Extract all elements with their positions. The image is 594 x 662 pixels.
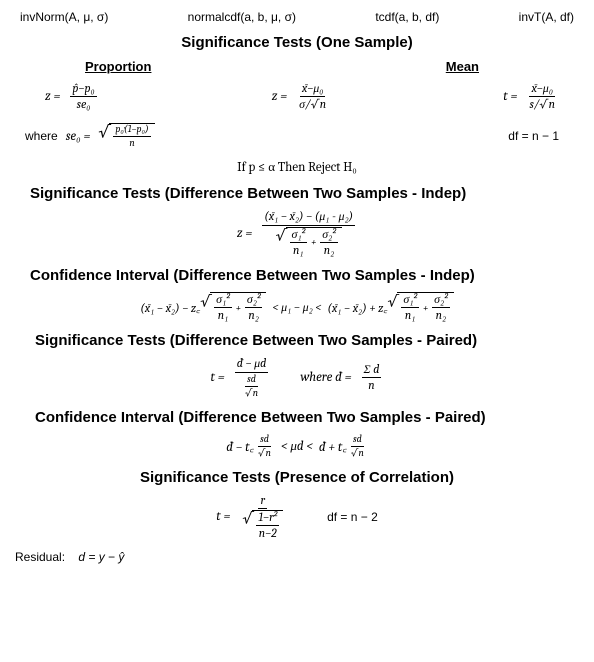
residual-label: Residual: — [15, 550, 65, 564]
cip-fd1: √n — [256, 447, 273, 459]
residual-line: Residual: d = y − ŷ — [15, 550, 579, 564]
ci-indep-right: (x̄₁ − x̄₂) + z꜀ — [327, 299, 387, 316]
cip-fd2: √n — [349, 447, 366, 459]
tmean-num: x̄−μ₀ — [529, 82, 555, 97]
diff-indep-formula: z = (x̄₁ − x̄₂) − (μ₁ - μ₂) σ₁²n₁ + σ₂²n… — [15, 210, 579, 257]
dindep-t1d: n₁ — [291, 243, 306, 257]
diffindep-num: (x̄₁ − x̄₂) − (μ₁ - μ₂) — [262, 210, 355, 225]
zprop-num: p̂−p₀ — [70, 82, 96, 97]
cii-t1n2: σ₁² — [401, 293, 419, 308]
diff-paired-formula: t = d̄ − μd sd√n where d̄ = Σ dn — [15, 357, 579, 398]
cip-fn1: sd — [258, 434, 271, 447]
func-invnorm: invNorm(A, μ, σ) — [20, 10, 108, 24]
cii-t2d: n₂ — [246, 308, 261, 322]
section-title-diff-indep: Significance Tests (Difference Between T… — [30, 185, 579, 202]
diffindep-lhs: z = — [237, 226, 252, 241]
corr-num: r — [258, 494, 267, 509]
t-mean-formula: t = x̄−μ₀s/√n — [503, 82, 559, 111]
ci-indep-left: (x̄₁ − x̄₂) − z꜀ — [140, 299, 200, 316]
zprop-lhs: z = — [45, 89, 60, 104]
tmean-lhs: t = — [503, 89, 517, 104]
correlation-formula: t = r 1−r²n−2 df = n − 2 — [15, 494, 579, 541]
dpaired-dden: √n — [243, 387, 260, 399]
se0-den: n — [127, 137, 136, 149]
ci-indep-formula: (x̄₁ − x̄₂) − z꜀ σ₁²n₁ + σ₂²n₂ < μ₁ − μ₂… — [15, 292, 579, 322]
tmean-den: s/√n — [527, 97, 557, 111]
section-title-ci-indep: Confidence Interval (Difference Between … — [30, 267, 579, 284]
corr-dd: n−2 — [257, 526, 279, 540]
dpaired-num: d̄ − μd — [235, 357, 269, 372]
one-sample-row1: z = p̂−p₀se₀ z = x̄−μ₀σ/√n t = x̄−μ₀s/√n — [15, 82, 579, 111]
func-normalcdf: normalcdf(a, b, μ, σ) — [188, 10, 296, 24]
dbar-den: n — [366, 378, 376, 392]
zmean-num: x̄−μ₀ — [300, 82, 326, 97]
ci-paired-formula: d̄ − t꜀ sd√n < μd < d̄ + t꜀ sd√n — [15, 434, 579, 459]
residual-formula: d = y − ŷ — [78, 550, 124, 564]
section-title-ci-paired: Confidence Interval (Difference Between … — [35, 409, 579, 426]
df-n-minus-1: df = n − 1 — [508, 129, 559, 143]
dpaired-dnum: sd — [245, 374, 258, 387]
dbar-num: Σ d — [362, 363, 382, 378]
top-function-list: invNorm(A, μ, σ) normalcdf(a, b, μ, σ) t… — [15, 10, 579, 24]
header-mean: Mean — [446, 59, 479, 74]
section-title-correlation: Significance Tests (Presence of Correlat… — [15, 469, 579, 486]
ci-indep-mid: < μ₁ − μ₂ < — [272, 300, 321, 315]
zmean-lhs: z = — [272, 89, 287, 104]
section-title-diff-paired: Significance Tests (Difference Between T… — [35, 332, 579, 349]
cii-t1d: n₁ — [216, 308, 231, 322]
corr-lhs: t = — [216, 509, 230, 524]
zmean-den: σ/√n — [297, 97, 328, 111]
cii-t1n: σ₁² — [214, 293, 232, 308]
cip-fn2: sd — [351, 434, 364, 447]
dindep-plus: + — [311, 237, 316, 248]
cii-t1d2: n₁ — [403, 308, 418, 322]
z-proportion-formula: z = p̂−p₀se₀ — [45, 82, 99, 111]
func-invt: invT(A, df) — [519, 10, 574, 24]
se0-lhs: se₀ = — [66, 128, 91, 144]
dindep-t2d: n₂ — [322, 243, 337, 257]
cii-t2n2: σ₂² — [432, 293, 450, 308]
se0-num: p₀·(1−p₀) — [113, 124, 150, 137]
dindep-t2n: σ₂² — [320, 228, 338, 243]
cip-mid: < μd < — [281, 438, 313, 454]
cip-right: d̄ + t꜀ — [319, 437, 347, 455]
reject-rule: If p ≤ α Then Reject H₀ — [15, 159, 579, 175]
dpaired-lhs: t = — [211, 370, 225, 385]
cii-t2n: σ₂² — [245, 293, 263, 308]
corr-df: df = n − 2 — [327, 510, 378, 524]
cip-left: d̄ − t꜀ — [226, 437, 254, 455]
cii-plus2: + — [423, 302, 428, 314]
sub-headers: Proportion Mean — [15, 59, 579, 74]
header-proportion: Proportion — [85, 59, 151, 74]
cii-plus1: + — [236, 302, 241, 314]
zprop-den: se₀ — [75, 97, 93, 111]
corr-dn: 1−r² — [256, 511, 279, 526]
se0-formula: where se₀ = p₀·(1−p₀)n — [25, 123, 155, 149]
section-title-one-sample: Significance Tests (One Sample) — [15, 34, 579, 51]
dindep-t1n: σ₁² — [290, 228, 308, 243]
cii-t2d2: n₂ — [434, 308, 449, 322]
one-sample-row2: where se₀ = p₀·(1−p₀)n df = n − 1 — [15, 123, 579, 149]
dpaired-where: where d̄ = — [300, 370, 351, 385]
z-mean-formula: z = x̄−μ₀σ/√n — [272, 82, 331, 111]
where-label: where — [25, 129, 58, 143]
func-tcdf: tcdf(a, b, df) — [375, 10, 439, 24]
